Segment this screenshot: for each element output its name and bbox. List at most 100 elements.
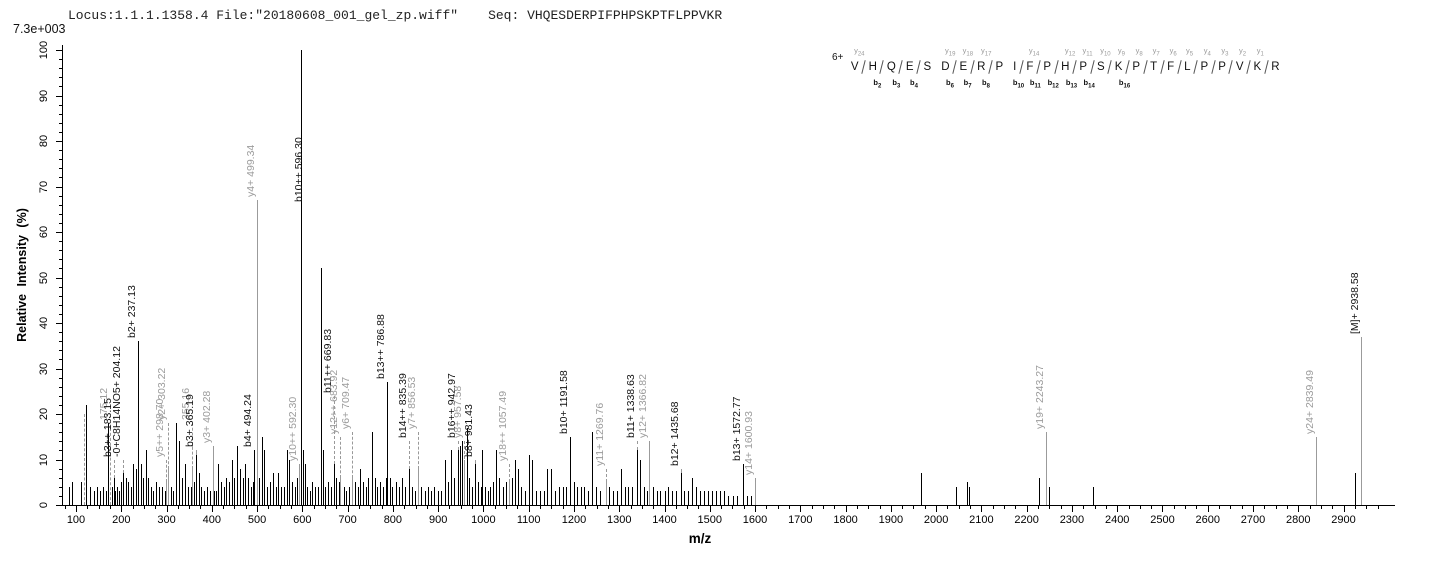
label-leader-line	[333, 395, 335, 465]
peak-label: y2+ 303.22	[155, 367, 168, 421]
y-minor-tick	[59, 495, 62, 497]
fragment-gap: y9 b16	[1118, 46, 1131, 89]
x-minor-tick	[460, 506, 462, 509]
fragment-gap-empty	[1005, 59, 1012, 75]
peak	[712, 491, 714, 505]
x-minor-tick	[698, 506, 700, 509]
x-minor-tick	[1173, 506, 1175, 509]
x-minor-tick	[1366, 506, 1368, 509]
x-major-tick	[438, 506, 440, 512]
x-major-tick	[1026, 506, 1028, 512]
x-minor-tick	[1037, 506, 1039, 509]
fragment-cleavage-mark	[1036, 60, 1041, 74]
y-minor-tick	[59, 450, 62, 452]
x-major-tick	[755, 506, 757, 512]
x-tick-label: 500	[247, 514, 267, 526]
peak-annotated	[680, 473, 682, 505]
peptide-residue: R	[977, 61, 986, 73]
x-tick-label: 1600	[742, 514, 768, 526]
peak	[343, 486, 345, 505]
fragment-cleavage-mark	[1159, 60, 1165, 74]
x-minor-tick	[1332, 506, 1334, 509]
peak	[647, 491, 649, 505]
x-minor-tick	[1105, 506, 1107, 509]
peak	[746, 495, 748, 505]
peak	[130, 486, 132, 505]
peak	[239, 468, 241, 505]
x-minor-tick	[1185, 506, 1187, 509]
peak	[632, 486, 634, 505]
peak	[283, 486, 285, 505]
y-axis-title: Relative Intensity (%)	[15, 208, 29, 342]
peptide-residue: T	[1150, 61, 1158, 73]
peak	[336, 477, 338, 505]
peak	[499, 477, 501, 505]
peak	[547, 468, 549, 505]
b-ion-label: b10	[1012, 77, 1025, 90]
peak-annotated	[457, 450, 459, 505]
peptide-residue: E	[959, 61, 968, 73]
peak-annotated	[418, 468, 420, 505]
x-minor-tick	[1083, 506, 1085, 509]
x-tick-label: 1800	[833, 514, 858, 526]
y-minor-tick	[59, 77, 62, 79]
peak	[609, 486, 611, 505]
fragment-gap: y11 b14	[1083, 46, 1096, 89]
peak	[173, 491, 175, 505]
fragment-gap: y10	[1100, 46, 1113, 75]
peak	[275, 486, 277, 505]
peak	[106, 491, 108, 505]
x-tick-label: 400	[202, 514, 221, 526]
y-minor-tick	[59, 204, 62, 206]
peak	[684, 491, 686, 505]
peak	[380, 482, 382, 505]
peak	[573, 482, 575, 505]
peak	[550, 468, 552, 505]
peak	[128, 482, 130, 505]
peak	[286, 450, 288, 505]
x-minor-tick	[1264, 506, 1266, 509]
x-minor-tick	[449, 506, 451, 509]
x-major-tick	[302, 506, 304, 512]
y-tick-label: 70	[38, 180, 50, 193]
y-minor-tick	[59, 104, 62, 106]
fragment-cleavage-mark	[879, 60, 885, 74]
y-minor-tick	[59, 386, 62, 388]
peptide-residue: R	[1271, 61, 1280, 73]
x-minor-tick	[777, 506, 779, 509]
y-ion-label: y12	[1064, 46, 1076, 58]
peak-annotated	[110, 427, 111, 505]
peak-annotated	[570, 436, 572, 505]
label-leader-line	[418, 432, 420, 469]
fragment-cleavage-mark	[1072, 60, 1077, 74]
peak-annotated	[300, 50, 302, 505]
peak	[621, 468, 623, 505]
x-minor-tick	[1230, 506, 1232, 509]
y-minor-tick	[59, 195, 62, 197]
fragment-cleavage-mark	[1089, 60, 1095, 74]
x-major-tick	[936, 506, 938, 512]
y-major-tick	[56, 277, 62, 279]
y-minor-tick	[59, 250, 62, 252]
y-minor-tick	[59, 177, 62, 179]
label-leader-line	[212, 445, 214, 451]
x-minor-tick	[1219, 506, 1221, 509]
peak	[330, 486, 332, 505]
y-ion-label: y14	[1028, 46, 1040, 58]
peak-label: b10++ 596.30	[292, 137, 305, 202]
peak-label: y12++ 683.92	[328, 369, 341, 434]
peak	[584, 486, 586, 505]
peptide-residue: H	[868, 61, 877, 73]
fragment-gap: y12 b13	[1065, 46, 1078, 89]
peak	[401, 477, 403, 505]
x-major-tick	[981, 506, 983, 512]
y-minor-tick	[59, 159, 62, 161]
b-ion-label: b16	[1118, 77, 1131, 90]
peak	[289, 459, 291, 505]
peak	[85, 404, 87, 505]
x-minor-tick	[641, 506, 643, 509]
peak	[699, 491, 701, 505]
peptide-residue: V	[1235, 61, 1244, 73]
x-minor-tick	[1241, 506, 1243, 509]
peak-annotated	[649, 445, 651, 505]
